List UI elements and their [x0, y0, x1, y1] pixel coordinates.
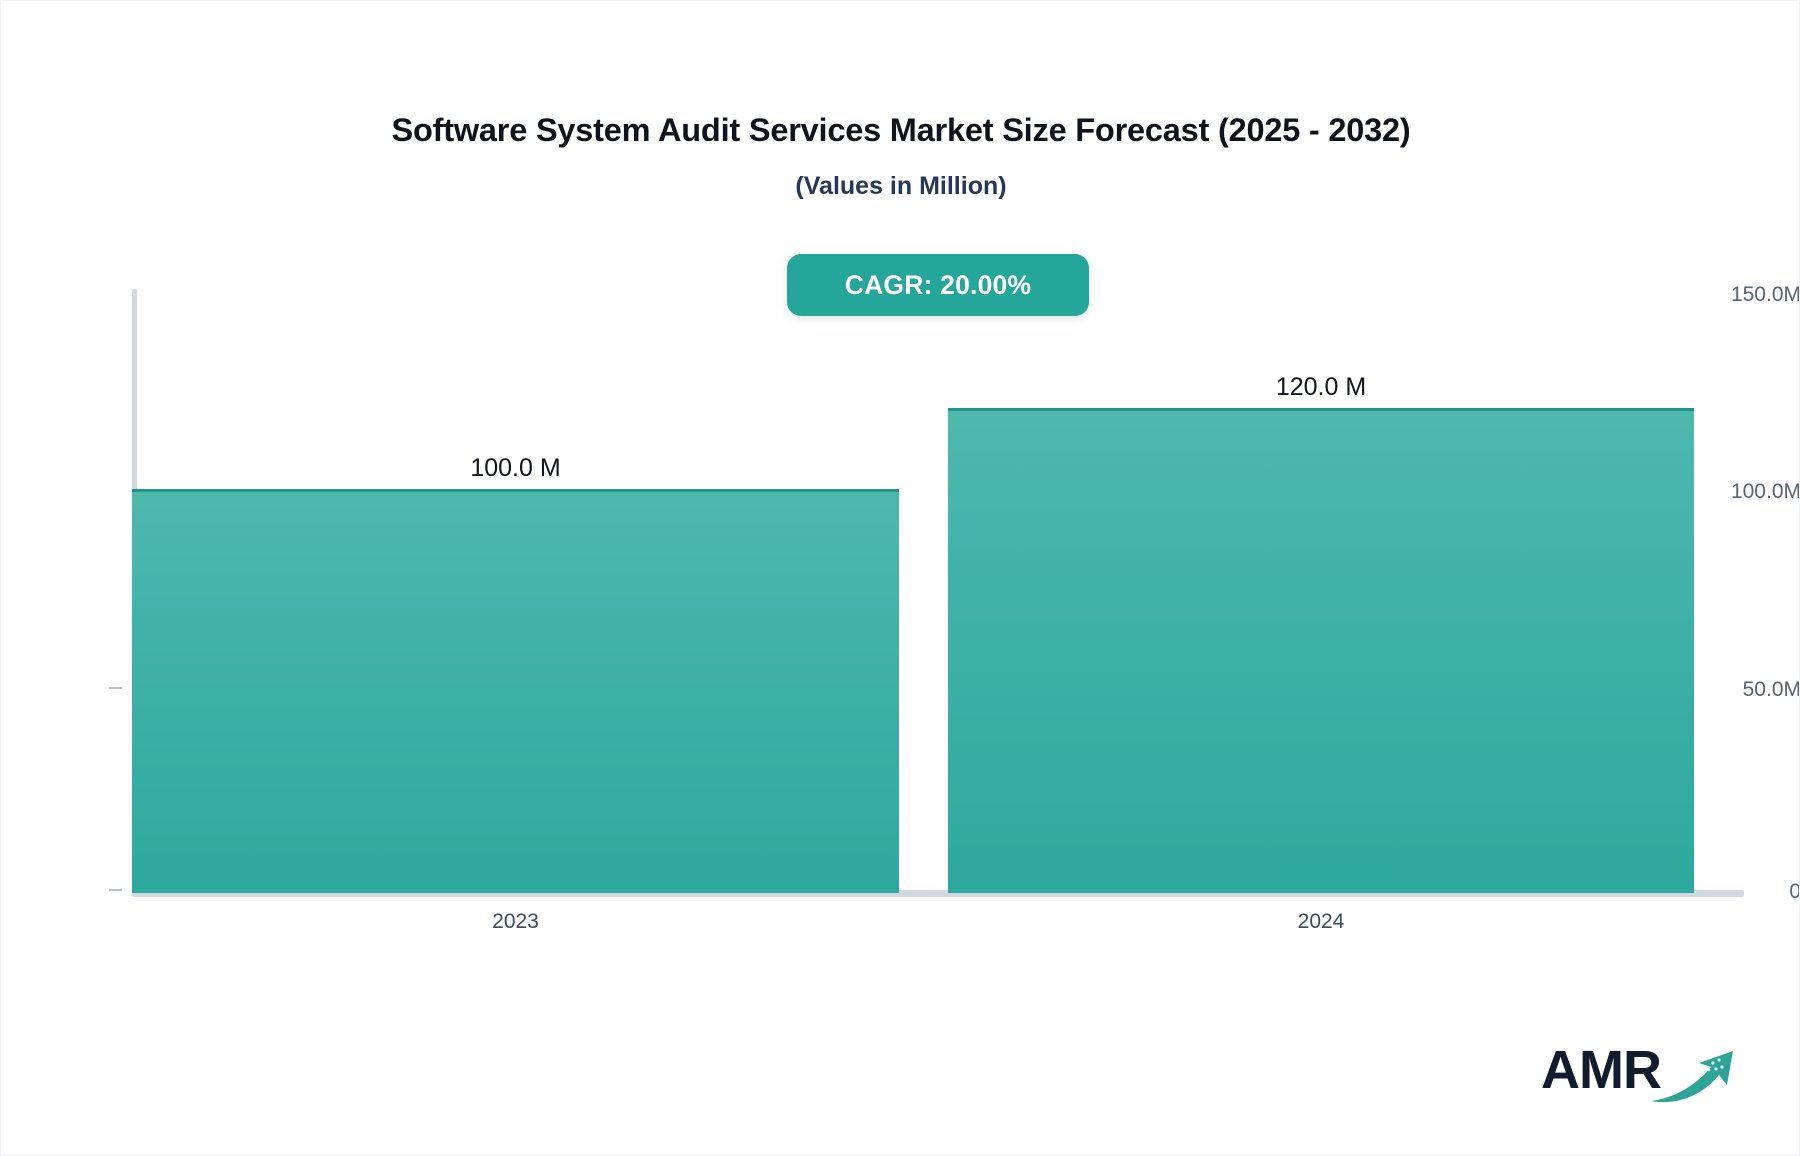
x-tick-label-2024: 2024	[1297, 910, 1345, 933]
x-axis-line	[132, 890, 1744, 897]
y-tick-mark-50	[109, 687, 122, 689]
chart-title: Software System Audit Services Market Si…	[391, 112, 1411, 148]
cagr-badge: CAGR: 20.00%	[787, 254, 1089, 316]
bar-2024[interactable]	[948, 408, 1694, 893]
bar-value-label-2024: 120.0 M	[1275, 373, 1367, 401]
amr-logo-text: AMR	[1541, 1040, 1662, 1100]
growth-arrow-icon	[1651, 1051, 1733, 1103]
y-tick-label-50: 50.0M	[1742, 678, 1800, 701]
x-tick-label-2023: 2023	[492, 910, 539, 933]
cagr-badge-label: CAGR: 20.00%	[844, 269, 1032, 300]
bar-value-label-2023: 100.0 M	[470, 454, 561, 482]
y-tick-label-0: 0	[1789, 880, 1800, 903]
amr-logo: AMR	[1541, 1039, 1741, 1109]
y-tick-label-150: 150.0M	[1730, 283, 1800, 306]
bar-2023[interactable]	[132, 489, 899, 893]
y-tick-label-100: 100.0M	[1730, 480, 1800, 503]
chart-subtitle: (Values in Million)	[795, 172, 1007, 200]
y-tick-mark-0	[109, 889, 122, 891]
